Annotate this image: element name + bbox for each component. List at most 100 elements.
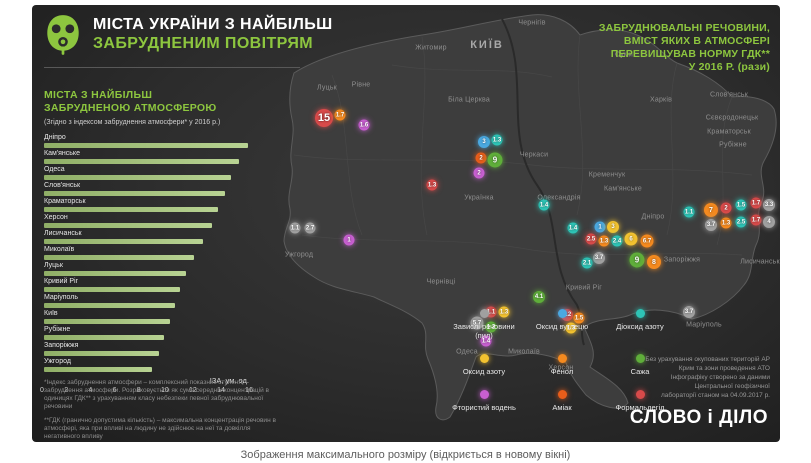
- legend-dot-icon: [557, 309, 567, 318]
- x-axis-label: ІЗА, ум. од.: [209, 376, 249, 385]
- bar-city-label: Ужгород: [44, 358, 71, 365]
- bar: [44, 319, 170, 324]
- bar-row: Кривий Ріг: [44, 278, 249, 292]
- legend-item: Оксид азоту: [448, 354, 520, 376]
- legend-item: Фтористий водень: [448, 390, 520, 412]
- axis-tick: 2: [64, 387, 69, 394]
- legend-item: Фенол: [526, 354, 598, 376]
- chart-title-line-2: ЗАБРУДНЕНОЮ АТМОСФЕРОЮ: [44, 102, 217, 114]
- bar: [44, 287, 180, 292]
- bar: [44, 239, 203, 244]
- bar-city-label: Запоріжжя: [44, 342, 79, 349]
- footnotes: *Індекс забруднення атмосфери – комплекс…: [44, 379, 280, 442]
- bar-city-label: Дніпро: [44, 134, 66, 141]
- bar-city-label: Одеса: [44, 166, 65, 173]
- bar-city-label: Лисичанськ: [44, 230, 82, 237]
- bar-row: Лисичанськ: [44, 230, 249, 244]
- source-note-line: лабораторії станом на 04.09.2017 р.: [660, 392, 770, 399]
- bar: [44, 335, 165, 340]
- legend-dot-icon: [479, 354, 489, 363]
- bar: [44, 351, 160, 356]
- bar-row: Миколаїв: [44, 246, 249, 260]
- bar: [44, 191, 225, 196]
- legend-item: Сажа: [604, 354, 676, 376]
- caption: Зображення максимального розміру (відкри…: [0, 445, 811, 463]
- bar-city-label: Київ: [44, 310, 58, 317]
- bar-city-label: Миколаїв: [44, 246, 75, 253]
- legend-dot-icon: [479, 309, 489, 318]
- bar-row: Київ: [44, 310, 249, 324]
- bar: [44, 175, 232, 180]
- legend-dot-icon: [557, 390, 567, 399]
- bar-row: Маріуполь: [44, 294, 249, 308]
- chart-subtitle: (Згідно з індексом забруднення атмосфери…: [44, 119, 221, 126]
- bar-row: Дніпро: [44, 134, 249, 148]
- title-line-2: ЗАБРУДНЕНИМ ПОВІТРЯМ: [93, 35, 313, 52]
- bar: [44, 159, 239, 164]
- header-divider: [44, 67, 300, 68]
- footnote-iza: *Індекс забруднення атмосфери – комплекс…: [44, 379, 269, 410]
- region-boundaries: [293, 34, 753, 256]
- bar-row: Херсон: [44, 214, 249, 228]
- legend-label: Формальдегід: [615, 403, 665, 412]
- bar-row: Луцьк: [44, 262, 249, 276]
- bar-chart-panel: МІСТА З НАЙБІЛЬШ ЗАБРУДНЕНОЮ АТМОСФЕРОЮ …: [40, 89, 300, 394]
- bar: [44, 303, 175, 308]
- legend-label: Фенол: [550, 367, 574, 376]
- bar: [44, 207, 219, 212]
- bar-city-label: Маріуполь: [44, 294, 79, 301]
- bar-city-label: Слов'янськ: [44, 182, 81, 189]
- legend-dot-icon: [635, 354, 645, 363]
- ukraine-map: [283, 14, 777, 421]
- bar-city-label: Луцьк: [44, 262, 63, 269]
- axis-tick: 0: [40, 387, 44, 394]
- axis-tick: 16: [245, 387, 253, 394]
- bar-row: Краматорськ: [44, 198, 249, 212]
- bar-row: Ужгород: [44, 358, 249, 372]
- right-header-line: ВМІСТ ЯКИХ В АТМОСФЕРІ: [623, 35, 770, 47]
- legend-dot-icon: [635, 309, 645, 318]
- bar-row: Одеса: [44, 166, 249, 180]
- bar-row: Слов'янськ: [44, 182, 249, 196]
- source-note-line: Без урахування окупованих територій АР: [645, 356, 770, 363]
- infographic: Чернігів Суми КИЇВ Житомир Рівне Луцьк Біла Це…: [32, 5, 780, 442]
- bar: [44, 367, 152, 372]
- bar-chart-rows: Дніпро Кам'янське Одеса Слов'янськ Краматорс…: [44, 134, 249, 372]
- legend-label: Оксид азоту: [462, 367, 506, 376]
- page-title: МІСТА УКРАЇНИ З НАЙБІЛЬШ ЗАБРУДНЕНИМ ПОВ…: [93, 13, 333, 53]
- bar: [44, 223, 212, 228]
- legend-label: Аміак: [552, 403, 572, 412]
- legend-label: Діоксид азоту: [616, 322, 664, 331]
- axis-tick: 6: [112, 387, 117, 394]
- right-header-line: ЗАБРУДНЮВАЛЬНІ РЕЧОВИНИ,: [598, 22, 770, 34]
- brand-logo: СЛОВО і ДІЛО: [629, 407, 768, 428]
- legend: Завислі речовини (пил) Оксид вуглецю Діокс…: [448, 309, 676, 412]
- right-header-line: У 2016 Р. (рази): [688, 61, 770, 73]
- bar: [44, 255, 194, 260]
- legend-item: Завислі речовини (пил): [448, 309, 520, 340]
- legend-label: Завислі речовини (пил): [453, 322, 515, 340]
- right-header-line: ПЕРЕВИЩУВАВ НОРМУ ГДК**: [610, 48, 770, 60]
- legend-item: Аміак: [526, 390, 598, 412]
- source-note-line: Інфографіку створено за даними: [670, 374, 770, 381]
- source-note-line: Крим та зони проведення АТО: [678, 365, 770, 372]
- legend-dot-icon: [479, 390, 489, 399]
- footnote-gdk: **ГДК (гранично допустима кількість) – м…: [44, 417, 276, 440]
- chart-title-line-1: МІСТА З НАЙБІЛЬШ: [44, 89, 153, 101]
- legend-dot-icon: [635, 390, 645, 399]
- legend-dot-icon: [557, 354, 567, 363]
- source-note: Без урахування окупованих територій АР Кр…: [598, 355, 770, 400]
- legend-item: Формальдегід: [604, 390, 676, 412]
- legend-item: Діоксид азоту: [604, 309, 676, 340]
- axis-tick: 12: [189, 387, 197, 394]
- bar-row: Рубіжне: [44, 326, 249, 340]
- legend-label: Сажа: [630, 367, 650, 376]
- bar: [44, 143, 248, 148]
- right-header: ЗАБРУДНЮВАЛЬНІ РЕЧОВИНИ, ВМІСТ ЯКИХ В АТ…: [599, 22, 770, 74]
- fullsize-image-link[interactable]: Зображення максимального розміру (відкри…: [240, 449, 571, 461]
- header: МІСТА УКРАЇНИ З НАЙБІЛЬШ ЗАБРУДНЕНИМ ПОВ…: [42, 13, 342, 57]
- legend-label: Фтористий водень: [452, 403, 516, 412]
- bar-city-label: Кривий Ріг: [44, 278, 79, 285]
- title-line-1: МІСТА УКРАЇНИ З НАЙБІЛЬШ: [93, 16, 333, 33]
- legend-item: Оксид вуглецю: [526, 309, 598, 340]
